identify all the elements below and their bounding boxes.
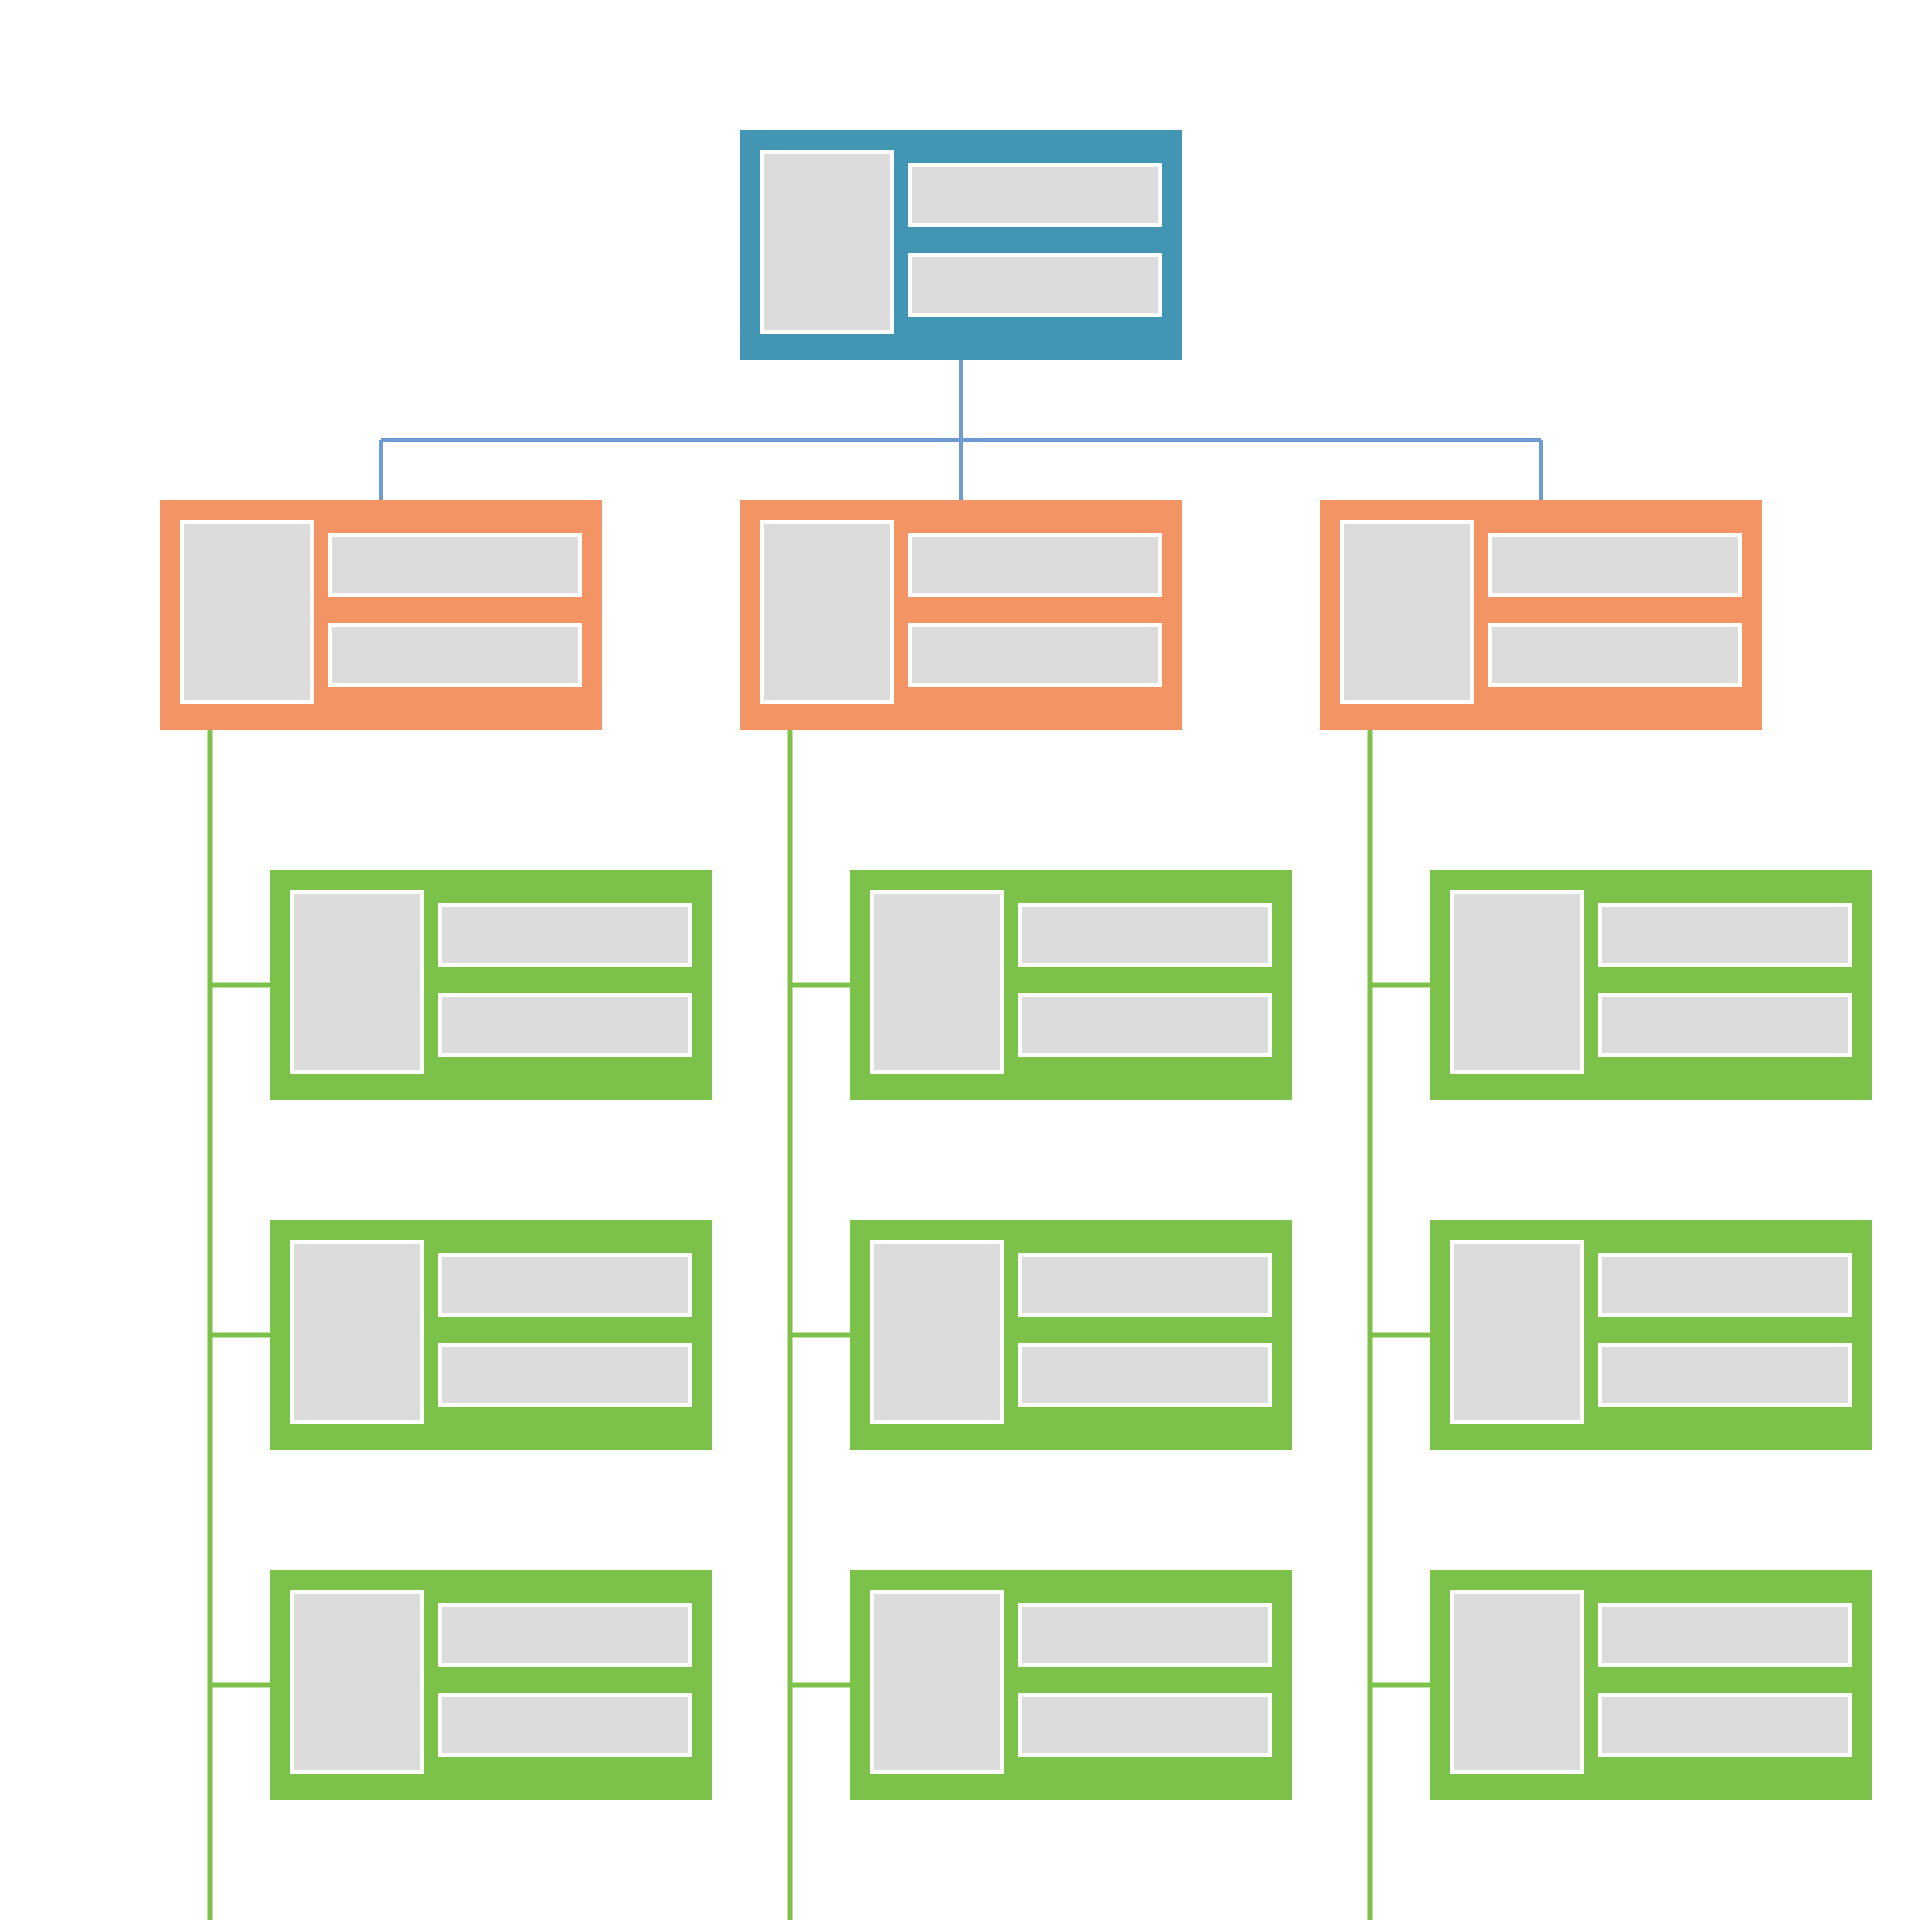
node-mid-0-portrait (182, 522, 312, 702)
node-leaf-col1-row1 (850, 1220, 1292, 1450)
node-mid-1-title-field (910, 625, 1160, 685)
node-leaf-col1-row0-name-field (1020, 905, 1270, 965)
node-mid-1-name-field (910, 535, 1160, 595)
node-mid-0-name-field (330, 535, 580, 595)
node-leaf-col1-row0-portrait (872, 892, 1002, 1072)
node-root-title-field (910, 255, 1160, 315)
node-mid-0-title-field (330, 625, 580, 685)
node-leaf-col2-row2-name-field (1600, 1605, 1850, 1665)
node-mid-2-portrait (1342, 522, 1472, 702)
node-leaf-col0-row0-portrait (292, 892, 422, 1072)
node-leaf-col0-row1 (270, 1220, 712, 1450)
node-leaf-col1-row2-name-field (1020, 1605, 1270, 1665)
node-mid-2 (1320, 500, 1762, 730)
node-leaf-col0-row1-portrait (292, 1242, 422, 1422)
node-leaf-col0-row2-name-field (440, 1605, 690, 1665)
node-leaf-col0-row0 (270, 870, 712, 1100)
node-mid-2-title-field (1490, 625, 1740, 685)
node-leaf-col2-row2-portrait (1452, 1592, 1582, 1772)
node-leaf-col2-row2-title-field (1600, 1695, 1850, 1755)
node-leaf-col2-row0 (1430, 870, 1872, 1100)
node-leaf-col2-row0-portrait (1452, 892, 1582, 1072)
node-mid-0 (160, 500, 602, 730)
node-leaf-col2-row2 (1430, 1570, 1872, 1800)
node-leaf-col0-row2 (270, 1570, 712, 1800)
node-leaf-col2-row0-name-field (1600, 905, 1850, 965)
node-leaf-col1-row0 (850, 870, 1292, 1100)
node-mid-1-portrait (762, 522, 892, 702)
node-root (740, 130, 1182, 360)
node-root-portrait (762, 152, 892, 332)
node-leaf-col2-row1-portrait (1452, 1242, 1582, 1422)
node-leaf-col0-row0-name-field (440, 905, 690, 965)
node-mid-2-name-field (1490, 535, 1740, 595)
node-leaf-col2-row0-title-field (1600, 995, 1850, 1055)
node-leaf-col1-row1-title-field (1020, 1345, 1270, 1405)
node-leaf-col2-row1 (1430, 1220, 1872, 1450)
node-leaf-col2-row1-name-field (1600, 1255, 1850, 1315)
node-leaf-col0-row2-portrait (292, 1592, 422, 1772)
node-leaf-col1-row0-title-field (1020, 995, 1270, 1055)
node-leaf-col1-row2 (850, 1570, 1292, 1800)
node-leaf-col0-row1-title-field (440, 1345, 690, 1405)
node-leaf-col2-row1-title-field (1600, 1345, 1850, 1405)
node-leaf-col0-row0-title-field (440, 995, 690, 1055)
node-leaf-col1-row2-title-field (1020, 1695, 1270, 1755)
node-leaf-col1-row2-portrait (872, 1592, 1002, 1772)
node-leaf-col0-row2-title-field (440, 1695, 690, 1755)
node-leaf-col1-row1-name-field (1020, 1255, 1270, 1315)
node-leaf-col0-row1-name-field (440, 1255, 690, 1315)
node-mid-1 (740, 500, 1182, 730)
node-root-name-field (910, 165, 1160, 225)
node-leaf-col1-row1-portrait (872, 1242, 1002, 1422)
org-chart (0, 0, 1920, 1920)
